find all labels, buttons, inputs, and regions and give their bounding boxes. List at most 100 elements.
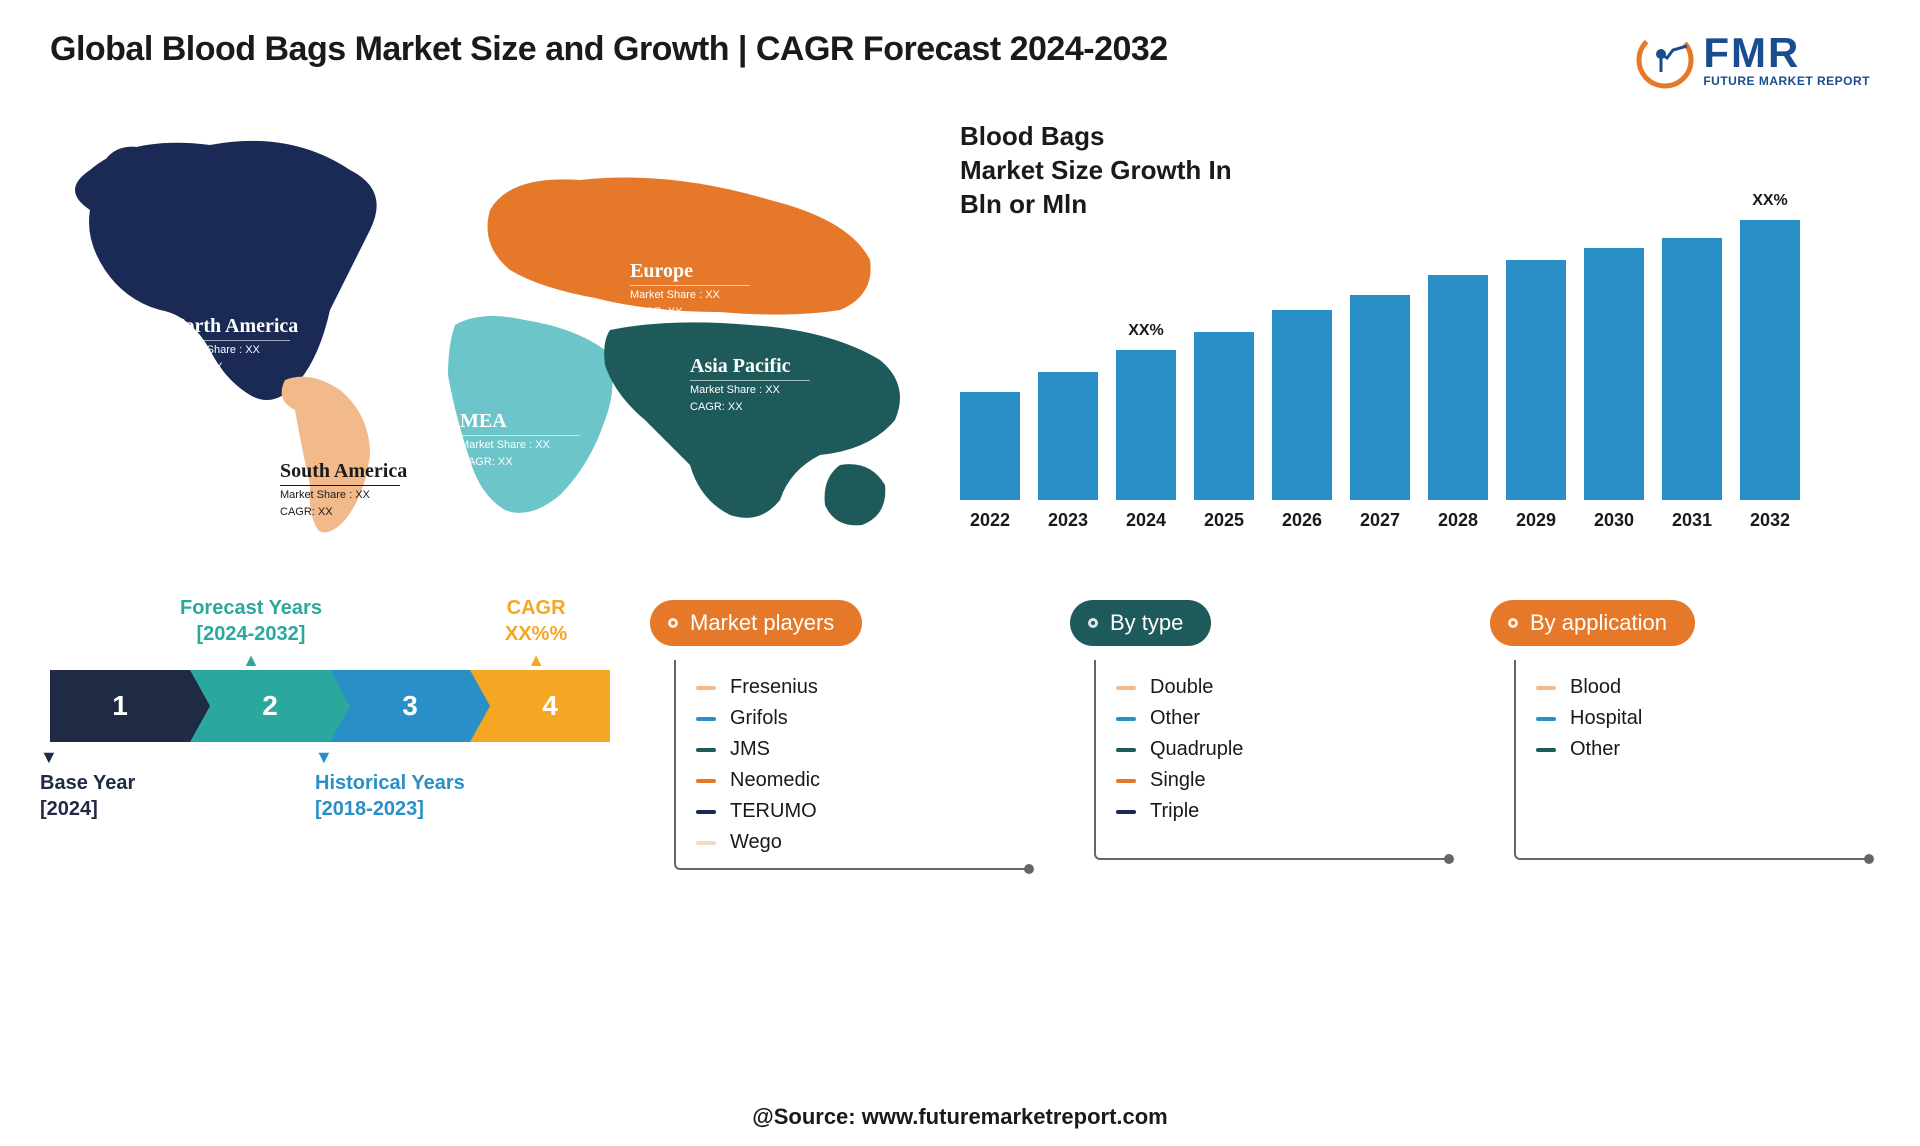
dash-icon: [1536, 717, 1556, 721]
list-item: Triple: [1116, 796, 1434, 827]
region-label-eu: EuropeMarket Share : XXCAGR: XX: [630, 260, 750, 321]
list-item-label: Quadruple: [1150, 738, 1243, 761]
bar-group: 2030: [1584, 248, 1644, 531]
bar-group: XX% 2032: [1740, 220, 1800, 531]
bar-group: 2028: [1428, 275, 1488, 531]
timeline-step-2: 2: [190, 670, 330, 742]
triangle-up-icon: ▲: [242, 649, 260, 672]
list-item: Neomedic: [696, 765, 1014, 796]
dash-icon: [696, 686, 716, 690]
bar-year-label: 2031: [1672, 510, 1712, 531]
chart-title-line3: Bln or Mln: [960, 189, 1087, 219]
list-item-label: Other: [1150, 707, 1200, 730]
logo-icon: [1635, 30, 1695, 90]
timeline-step-3: 3: [330, 670, 470, 742]
forecast-value: [2024-2032]: [196, 623, 305, 645]
list-item: Wego: [696, 827, 1014, 858]
bar-group: 2026: [1272, 310, 1332, 531]
region-name: South America: [280, 460, 407, 483]
list-item: Fresenius: [696, 672, 1014, 703]
bar: [1584, 248, 1644, 500]
list-item-label: JMS: [730, 738, 770, 761]
triangle-down-icon: ▼: [40, 746, 58, 769]
bar-year-label: 2025: [1204, 510, 1244, 531]
region-cagr: CAGR: XX: [170, 360, 298, 375]
base-year-label: Base Year: [40, 772, 135, 794]
bar-group: 2025: [1194, 332, 1254, 531]
cagr-label: CAGR: [507, 597, 566, 619]
bar-year-label: 2027: [1360, 510, 1400, 531]
dash-icon: [1536, 748, 1556, 752]
bar: [1272, 310, 1332, 500]
bar: XX%: [1116, 350, 1176, 500]
region-name: Europe: [630, 260, 750, 283]
dash-icon: [1116, 810, 1136, 814]
region-label-na: North AmericaMarket Share : XXCAGR: XX: [170, 315, 298, 376]
bar-group: 2023: [1038, 372, 1098, 531]
dash-icon: [1116, 686, 1136, 690]
list-item-label: Triple: [1150, 800, 1199, 823]
bar: XX%: [1740, 220, 1800, 500]
bullet-icon: [668, 618, 678, 628]
region-cagr: CAGR: XX: [690, 400, 810, 415]
triangle-down-icon: ▼: [315, 746, 333, 769]
by-type-header: By type: [1070, 600, 1211, 646]
timeline: Forecast Years [2024-2032] ▲ CAGR XX%% ▲…: [50, 600, 610, 742]
list-item: JMS: [696, 734, 1014, 765]
region-cagr: CAGR: XX: [280, 505, 407, 520]
market-players-header-text: Market players: [690, 610, 834, 636]
timeline-step-4: 4: [470, 670, 610, 742]
region-share: Market Share : XX: [630, 288, 750, 303]
dash-icon: [696, 717, 716, 721]
bar-year-label: 2024: [1126, 510, 1166, 531]
source-attribution: @Source: www.futuremarketreport.com: [752, 1104, 1168, 1130]
cagr-value: XX%%: [505, 623, 567, 645]
list-item-label: Grifols: [730, 707, 788, 730]
bar: [1350, 295, 1410, 500]
dash-icon: [696, 779, 716, 783]
list-item: Hospital: [1536, 703, 1854, 734]
list-item-label: Double: [1150, 676, 1213, 699]
list-item-label: Neomedic: [730, 769, 820, 792]
bar-group: 2022: [960, 392, 1020, 531]
bar-year-label: 2022: [970, 510, 1010, 531]
region-asia-pacific: [604, 322, 900, 525]
region-label-mea: MEAMarket Share : XXCAGR: XX: [460, 410, 580, 471]
dash-icon: [696, 748, 716, 752]
list-item-label: TERUMO: [730, 800, 817, 823]
by-application-column: By application BloodHospitalOther: [1490, 600, 1870, 860]
triangle-up-icon: ▲: [527, 649, 545, 672]
by-type-column: By type Double Other Quadruple Single Triple: [1070, 600, 1450, 860]
list-item-label: Other: [1570, 738, 1620, 761]
bar: [1038, 372, 1098, 500]
bar-group: 2031: [1662, 238, 1722, 531]
list-item: Quadruple: [1116, 734, 1434, 765]
bar-group: 2027: [1350, 295, 1410, 531]
market-players-column: Market players Fresenius Grifols JMS Neomed…: [650, 600, 1030, 870]
dash-icon: [1116, 779, 1136, 783]
chart-title-line1: Blood Bags: [960, 121, 1104, 151]
historical-label: Historical Years: [315, 772, 465, 794]
page-title: Global Blood Bags Market Size and Growth…: [50, 30, 1168, 69]
bar-year-label: 2032: [1750, 510, 1790, 531]
list-item: Other: [1116, 703, 1434, 734]
dash-icon: [696, 841, 716, 845]
dash-icon: [1536, 686, 1556, 690]
bullet-icon: [1508, 618, 1518, 628]
list-item-label: Blood: [1570, 676, 1621, 699]
list-item-label: Single: [1150, 769, 1206, 792]
list-item: Single: [1116, 765, 1434, 796]
list-item: Blood: [1536, 672, 1854, 703]
bar-year-label: 2030: [1594, 510, 1634, 531]
region-share: Market Share : XX: [690, 383, 810, 398]
timeline-step-1: 1: [50, 670, 190, 742]
region-share: Market Share : XX: [280, 488, 407, 503]
bar-year-label: 2026: [1282, 510, 1322, 531]
region-label-ap: Asia PacificMarket Share : XXCAGR: XX: [690, 355, 810, 416]
world-map: North AmericaMarket Share : XXCAGR: XXSo…: [50, 120, 930, 550]
bar-year-label: 2028: [1438, 510, 1478, 531]
chart-title-line2: Market Size Growth In: [960, 155, 1232, 185]
region-share: Market Share : XX: [170, 343, 298, 358]
logo-main-text: FMR: [1703, 32, 1870, 74]
dash-icon: [1116, 748, 1136, 752]
